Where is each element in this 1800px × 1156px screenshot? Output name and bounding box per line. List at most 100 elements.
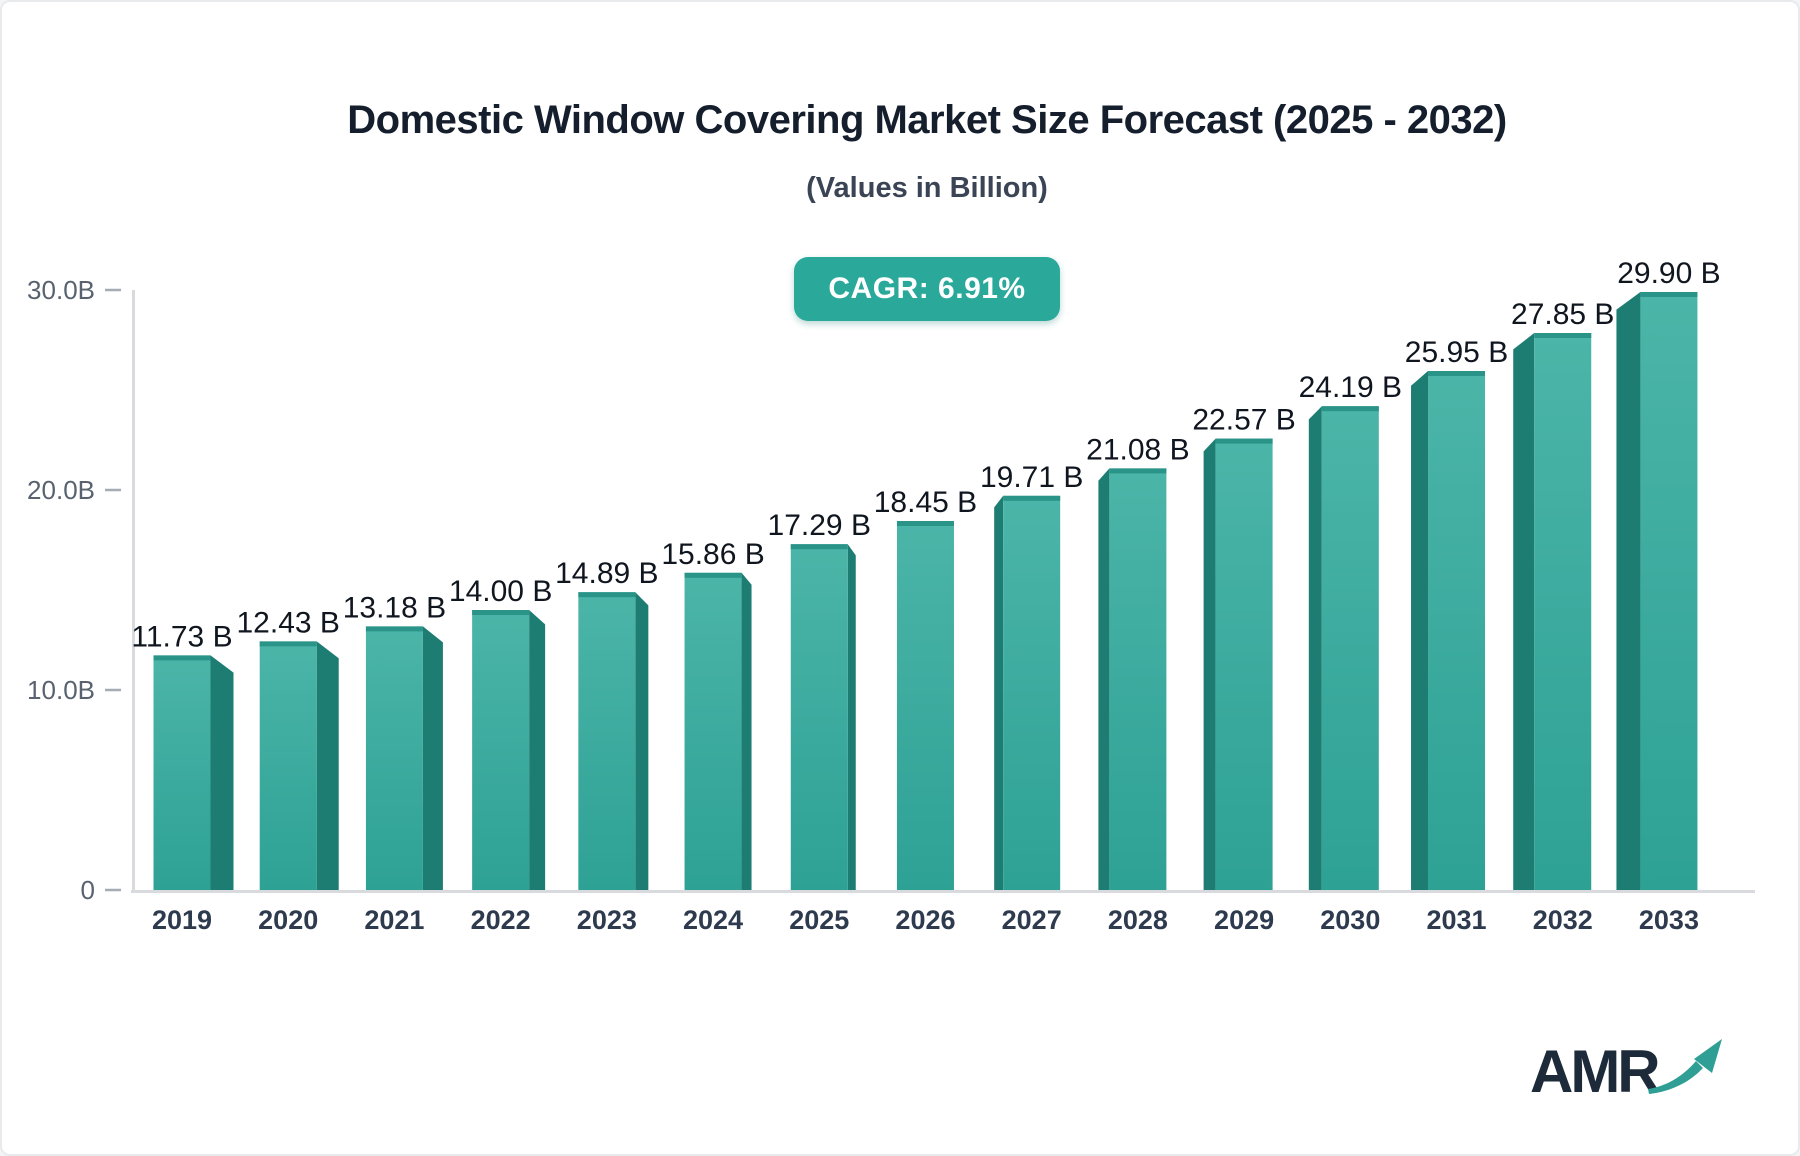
bar-value-label: 29.90 B (1617, 257, 1720, 290)
bar-value-label: 27.85 B (1511, 298, 1614, 331)
bar-value-label: 18.45 B (874, 486, 977, 519)
bar-front-face (1428, 371, 1486, 890)
bar-group-2031: 25.95 B 2031 (1405, 336, 1508, 935)
bar-value-label: 19.71 B (980, 461, 1083, 494)
bar-top-edge (1321, 406, 1379, 412)
bar-group-2021: 13.18 B 2021 (343, 591, 446, 935)
bar-top-edge (1428, 371, 1486, 376)
y-axis-label: 10.0B (27, 675, 95, 705)
amr-logo: AMR (1530, 1032, 1724, 1104)
x-axis-label: 2024 (683, 905, 743, 935)
bar-side-face (210, 655, 234, 890)
x-axis-label: 2026 (895, 905, 955, 935)
bar-group-2024: 15.86 B 2024 (661, 538, 764, 935)
x-axis-label: 2033 (1639, 905, 1699, 935)
x-axis-label: 2029 (1214, 905, 1274, 935)
bar-group-2022: 14.00 B 2022 (449, 575, 552, 935)
bar-top-edge (578, 592, 636, 598)
x-axis-label: 2030 (1320, 905, 1380, 935)
bar-top-edge (1640, 292, 1698, 297)
bar-value-label: 14.89 B (555, 557, 658, 590)
bar-side-face (1616, 292, 1641, 890)
bar-side-face (994, 495, 1004, 890)
bar-front-face (472, 610, 530, 890)
chart-title: Domestic Window Covering Market Size For… (347, 98, 1507, 142)
bar-side-face (847, 544, 856, 890)
bar-front-face (365, 626, 423, 890)
bar-top-edge (1215, 438, 1273, 444)
bar-front-face (896, 521, 954, 890)
bar-top-edge (1534, 333, 1592, 338)
bar-group-2033: 29.90 B 2033 (1616, 257, 1721, 935)
x-axis-label: 2032 (1533, 905, 1593, 935)
bar-top-edge (365, 626, 423, 632)
bar-value-label: 25.95 B (1405, 336, 1508, 369)
bar-group-2019: 11.73 B 2019 (131, 620, 234, 935)
bar-value-label: 14.00 B (449, 575, 552, 608)
x-axis-label: 2019 (152, 905, 212, 935)
bar-side-face (1308, 406, 1322, 890)
bar-group-2032: 27.85 B 2032 (1511, 298, 1614, 935)
y-axis-label: 30.0B (27, 275, 95, 305)
x-axis-label: 2025 (789, 905, 849, 935)
bar-side-face (1513, 333, 1535, 890)
bar-front-face (1003, 495, 1061, 890)
bar-front-face (1215, 438, 1273, 890)
y-axis-label: 0 (81, 875, 95, 905)
x-axis-label: 2028 (1108, 905, 1168, 935)
bar-front-face (1109, 468, 1167, 890)
amr-logo-text: AMR (1530, 1038, 1661, 1105)
bar-value-label: 11.73 B (131, 620, 232, 653)
bar-top-edge (259, 641, 317, 647)
bar-value-label: 21.08 B (1086, 433, 1189, 466)
bar-group-2023: 14.89 B 2023 (555, 557, 658, 935)
bar-front-face (684, 572, 742, 890)
bar-top-edge (153, 655, 211, 661)
bar-front-face (153, 655, 211, 890)
bar-top-edge (1109, 468, 1167, 474)
bar-front-face (1640, 292, 1698, 890)
bar-top-edge (1003, 495, 1061, 501)
bar-side-face (316, 641, 339, 890)
bar-group-2020: 12.43 B 2020 (236, 606, 339, 935)
y-axis-label: 20.0B (27, 475, 95, 505)
bar-side-face (741, 572, 752, 890)
bar-top-edge (684, 572, 742, 578)
bar-value-label: 13.18 B (343, 591, 446, 624)
bar-group-2026: 18.45 B 2026 (874, 486, 977, 935)
cagr-badge-label: CAGR: 6.91% (828, 272, 1026, 305)
bar-side-face (1098, 468, 1110, 890)
x-axis-label: 2023 (577, 905, 637, 935)
chart-subtitle: (Values in Billion) (806, 172, 1048, 204)
x-axis-label: 2020 (258, 905, 318, 935)
bar-value-label: 17.29 B (768, 509, 871, 542)
bar-side-face (422, 626, 443, 890)
bar-top-edge (896, 521, 954, 526)
bar-side-face (529, 610, 546, 890)
x-axis-label: 2021 (364, 905, 424, 935)
growth-arrow-icon (1647, 1039, 1722, 1094)
bar-value-label: 15.86 B (661, 538, 764, 571)
x-axis-label: 2022 (471, 905, 531, 935)
cagr-badge: CAGR: 6.91% (794, 257, 1060, 321)
bar-group-2025: 17.29 B 2025 (768, 509, 871, 935)
bar-front-face (1321, 406, 1379, 890)
bar-value-label: 12.43 B (236, 606, 339, 639)
x-axis-label: 2031 (1426, 905, 1486, 935)
bar-front-face (578, 592, 636, 890)
bar-group-2030: 24.19 B 2030 (1299, 371, 1402, 935)
bar-group-2027: 19.71 B 2027 (980, 461, 1083, 935)
bar-side-face (1203, 438, 1216, 890)
bar-side-face (1411, 371, 1429, 890)
bar-group-2028: 21.08 B 2028 (1086, 433, 1189, 935)
bar-value-label: 24.19 B (1299, 371, 1402, 404)
x-axis-label: 2027 (1002, 905, 1062, 935)
bar-front-face (790, 544, 848, 890)
bar-side-face (635, 592, 649, 890)
bar-top-edge (472, 610, 530, 615)
bar-top-edge (790, 544, 848, 550)
bar-front-face (1534, 333, 1592, 890)
bar-value-label: 22.57 B (1192, 404, 1295, 437)
